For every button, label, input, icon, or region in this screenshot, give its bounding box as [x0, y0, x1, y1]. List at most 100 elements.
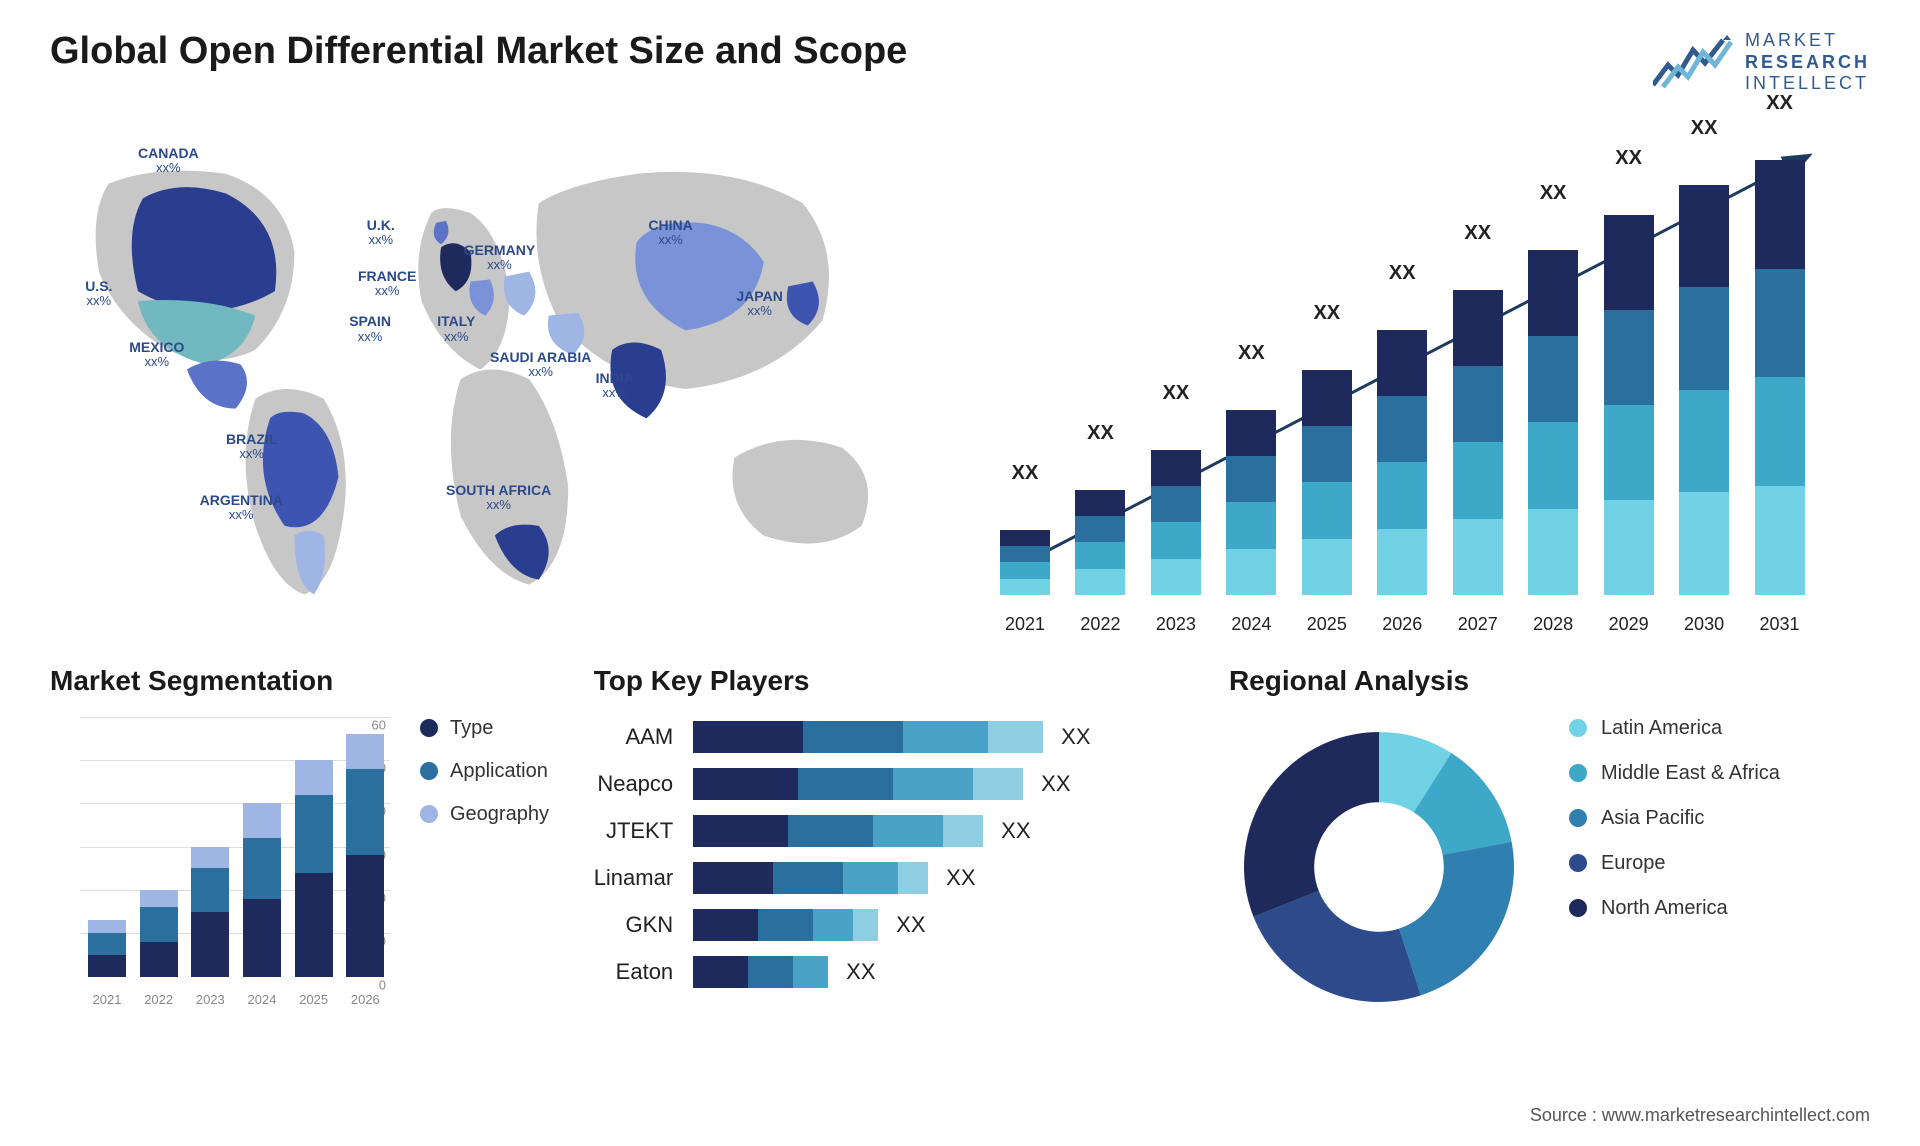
forecast-bar: [1151, 450, 1201, 595]
donut-legend-item: North America: [1569, 897, 1780, 920]
players-title: Top Key Players: [594, 665, 1189, 697]
forecast-xlabel: 2023: [1143, 614, 1209, 635]
seg-legend-item: Type: [420, 717, 549, 740]
map-label: CANADAxx%: [138, 145, 199, 176]
map-label: ITALYxx%: [437, 313, 475, 344]
donut-slice: [1253, 891, 1420, 1002]
player-value: XX: [1061, 724, 1090, 750]
seg-xlabel: 2024: [239, 992, 285, 1007]
forecast-toplabel: XX: [1302, 302, 1352, 325]
player-value: XX: [1001, 818, 1030, 844]
brand-logo: MARKET RESEARCH INTELLECT: [1653, 30, 1870, 95]
map-label: SPAINxx%: [349, 313, 391, 344]
player-label: Eaton: [616, 956, 674, 988]
player-value: XX: [946, 865, 975, 891]
seg-bar: [140, 890, 178, 977]
forecast-toplabel: XX: [1453, 222, 1503, 245]
player-bar: [693, 721, 1043, 753]
player-label: GKN: [625, 909, 673, 941]
forecast-bar: [1755, 160, 1805, 595]
player-bar: [693, 768, 1023, 800]
map-label: U.S.xx%: [85, 278, 112, 309]
seg-bar: [243, 803, 281, 976]
forecast-toplabel: XX: [1679, 117, 1729, 140]
seg-xlabel: 2023: [187, 992, 233, 1007]
map-label: ARGENTINAxx%: [200, 492, 283, 523]
forecast-xlabel: 2021: [992, 614, 1058, 635]
forecast-toplabel: XX: [1151, 382, 1201, 405]
forecast-toplabel: XX: [1075, 422, 1125, 445]
forecast-bar-panel: XXXXXXXXXXXXXXXXXXXXXX 20212022202320242…: [990, 125, 1870, 635]
player-value: XX: [846, 959, 875, 985]
forecast-toplabel: XX: [1000, 462, 1050, 485]
forecast-toplabel: XX: [1604, 147, 1654, 170]
forecast-toplabel: XX: [1528, 182, 1578, 205]
player-bar: [693, 862, 928, 894]
segmentation-chart: 0102030405060202120222023202420252026: [50, 717, 390, 1007]
donut-legend-item: Middle East & Africa: [1569, 762, 1780, 785]
forecast-xlabel: 2027: [1445, 614, 1511, 635]
forecast-bar: [1000, 530, 1050, 595]
logo-icon: [1653, 35, 1733, 90]
players-panel: Top Key Players AAMNeapcoJTEKTLinamarGKN…: [594, 665, 1189, 1045]
map-label: U.K.xx%: [367, 217, 395, 248]
forecast-xlabel: 2025: [1294, 614, 1360, 635]
segmentation-legend: Type Application Geography: [420, 717, 549, 1007]
player-row: XX: [693, 721, 1189, 753]
map-label: CHINAxx%: [648, 217, 692, 248]
donut-slice: [1244, 732, 1379, 917]
forecast-xlabel: 2031: [1747, 614, 1813, 635]
seg-bar: [346, 734, 384, 977]
forecast-bar: [1604, 215, 1654, 595]
map-label: GERMANYxx%: [464, 242, 536, 273]
player-value: XX: [1041, 771, 1070, 797]
forecast-toplabel: XX: [1755, 92, 1805, 115]
map-label: MEXICOxx%: [129, 339, 184, 370]
forecast-xlabel: 2028: [1520, 614, 1586, 635]
regional-title: Regional Analysis: [1229, 665, 1870, 697]
forecast-xlabel: 2030: [1671, 614, 1737, 635]
player-bar: [693, 815, 983, 847]
seg-ytick: 0: [379, 977, 386, 992]
logo-line2: RESEARCH: [1745, 52, 1870, 74]
forecast-xlabel: 2026: [1369, 614, 1435, 635]
player-value: XX: [896, 912, 925, 938]
forecast-toplabel: XX: [1377, 262, 1427, 285]
player-bar: [693, 909, 878, 941]
forecast-bar: [1226, 410, 1276, 595]
donut-legend: Latin America Middle East & Africa Asia Pa…: [1569, 717, 1780, 920]
seg-bar: [295, 760, 333, 977]
segmentation-title: Market Segmentation: [50, 665, 554, 697]
map-label: JAPANxx%: [736, 288, 782, 319]
forecast-bar: [1377, 330, 1427, 595]
regional-panel: Regional Analysis Latin America Middle Ea…: [1229, 665, 1870, 1045]
player-label: JTEKT: [606, 815, 673, 847]
player-row: XX: [693, 862, 1189, 894]
forecast-toplabel: XX: [1226, 342, 1276, 365]
forecast-xlabel: 2022: [1067, 614, 1133, 635]
forecast-bar: [1453, 290, 1503, 595]
players-bars: XX XX XX XX XX XX: [693, 717, 1189, 988]
player-bar: [693, 956, 828, 988]
players-labels: AAMNeapcoJTEKTLinamarGKNEaton: [594, 717, 673, 988]
seg-xlabel: 2021: [84, 992, 130, 1007]
donut-legend-item: Asia Pacific: [1569, 807, 1780, 830]
player-row: XX: [693, 768, 1189, 800]
segmentation-panel: Market Segmentation 01020304050602021202…: [50, 665, 554, 1045]
seg-bar: [88, 920, 126, 976]
map-label: FRANCExx%: [358, 268, 416, 299]
map-label: BRAZILxx%: [226, 431, 277, 462]
player-label: Linamar: [594, 862, 673, 894]
player-row: XX: [693, 815, 1189, 847]
forecast-bar: [1075, 490, 1125, 595]
seg-bar: [191, 847, 229, 977]
donut-legend-item: Latin America: [1569, 717, 1780, 740]
seg-legend-item: Geography: [420, 803, 549, 826]
forecast-bar: [1528, 250, 1578, 595]
donut-chart: [1229, 717, 1529, 1017]
player-label: AAM: [625, 721, 673, 753]
forecast-xlabel: 2029: [1596, 614, 1662, 635]
seg-legend-item: Application: [420, 760, 549, 783]
seg-xlabel: 2026: [342, 992, 388, 1007]
source-text: Source : www.marketresearchintellect.com: [1530, 1105, 1870, 1126]
